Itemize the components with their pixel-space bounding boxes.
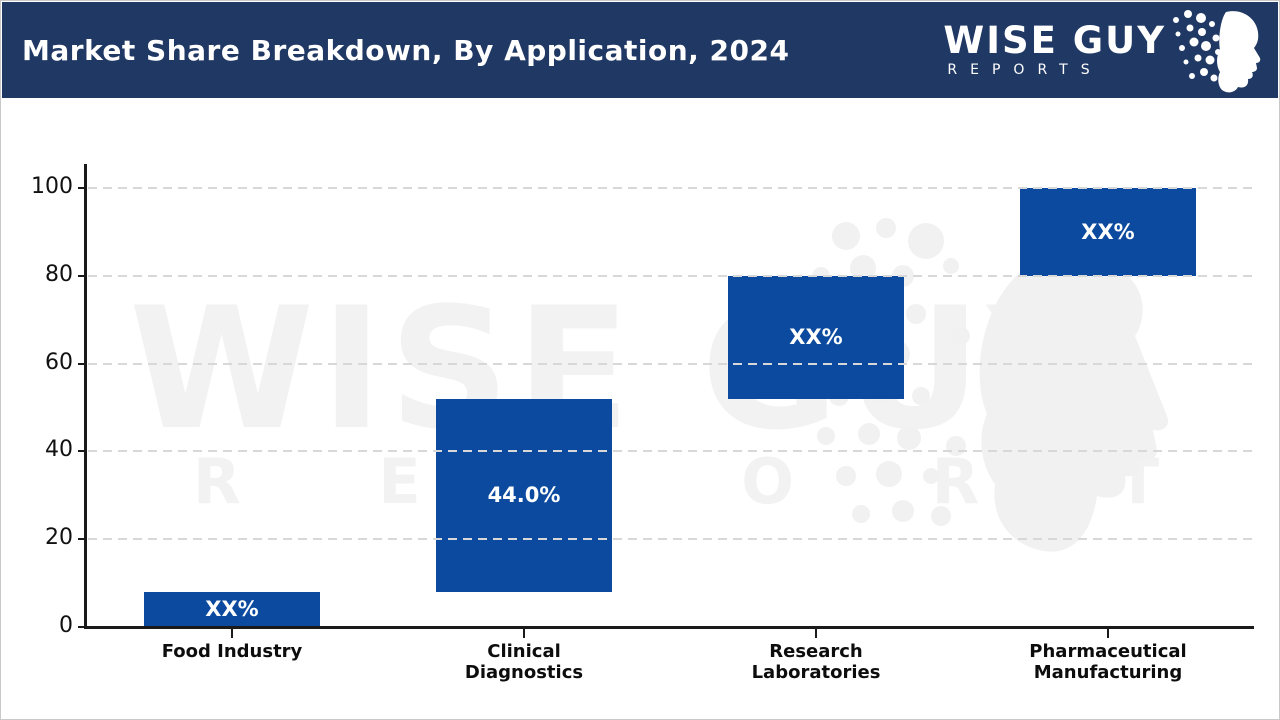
bar-value-label: 44.0% (487, 483, 561, 508)
y-gridline (88, 274, 1254, 277)
y-tick-mark (78, 626, 86, 628)
y-tick-mark (78, 274, 86, 277)
y-tick-mark (78, 538, 86, 541)
market-share-bar: XX% (728, 275, 904, 399)
x-category-label: Clinical Diagnostics (378, 641, 670, 683)
y-tick-label: 0 (59, 613, 73, 638)
bar-value-label: XX% (789, 325, 843, 350)
x-category-label-line: Research (769, 641, 863, 662)
x-category-label: Food Industry (86, 641, 378, 662)
x-tick-mark (1107, 629, 1109, 638)
x-category-label-line: Pharmaceutical (1029, 641, 1187, 662)
y-tick-label: 40 (45, 437, 73, 463)
x-category-label: Pharmaceutical Manufacturing (962, 641, 1254, 683)
bar-value-label: XX% (1081, 219, 1135, 244)
x-tick-mark (523, 629, 525, 638)
x-category-label-line: Diagnostics (464, 662, 584, 683)
x-category-label-line: Food Industry (161, 641, 303, 662)
wise-guy-reports-logo: WISE GUY REPORTS (943, 6, 1264, 94)
page-title: Market Share Breakdown, By Application, … (22, 33, 790, 67)
y-tick-mark (78, 450, 86, 453)
x-category-label-line: Manufacturing (1033, 662, 1183, 683)
logo-subtitle: REPORTS (947, 62, 1103, 78)
y-gridline (88, 362, 1254, 365)
market-share-bar: 44.0% (436, 398, 612, 592)
header-bar: Market Share Breakdown, By Application, … (2, 2, 1278, 98)
y-gridline (88, 450, 1254, 453)
y-gridline (88, 187, 1254, 189)
x-tick-mark (815, 629, 817, 638)
y-tick-label: 20 (45, 525, 73, 551)
y-gridline (88, 538, 1254, 541)
x-axis-line (84, 626, 1254, 629)
y-axis-line (84, 164, 87, 629)
logo-face-icon (1173, 10, 1261, 93)
market-share-bar: XX% (1020, 188, 1196, 276)
market-share-bar: XX% (144, 591, 320, 627)
y-tick-label: 60 (45, 349, 73, 375)
watermark-wordmark: WISE GUY (129, 271, 1116, 467)
y-tick-label: 100 (31, 174, 73, 199)
y-tick-label: 80 (45, 261, 73, 287)
y-tick-mark (78, 362, 86, 365)
x-category-label-line: Laboratories (751, 662, 881, 683)
y-tick-mark (78, 187, 86, 189)
x-tick-mark (231, 629, 233, 638)
logo-text: WISE GUY REPORTS (943, 22, 1166, 78)
x-category-label-line: Clinical (487, 641, 561, 662)
x-category-label: Research Laboratories (670, 641, 962, 683)
logo-wordmark: WISE GUY (943, 19, 1166, 62)
bar-value-label: XX% (205, 597, 259, 622)
